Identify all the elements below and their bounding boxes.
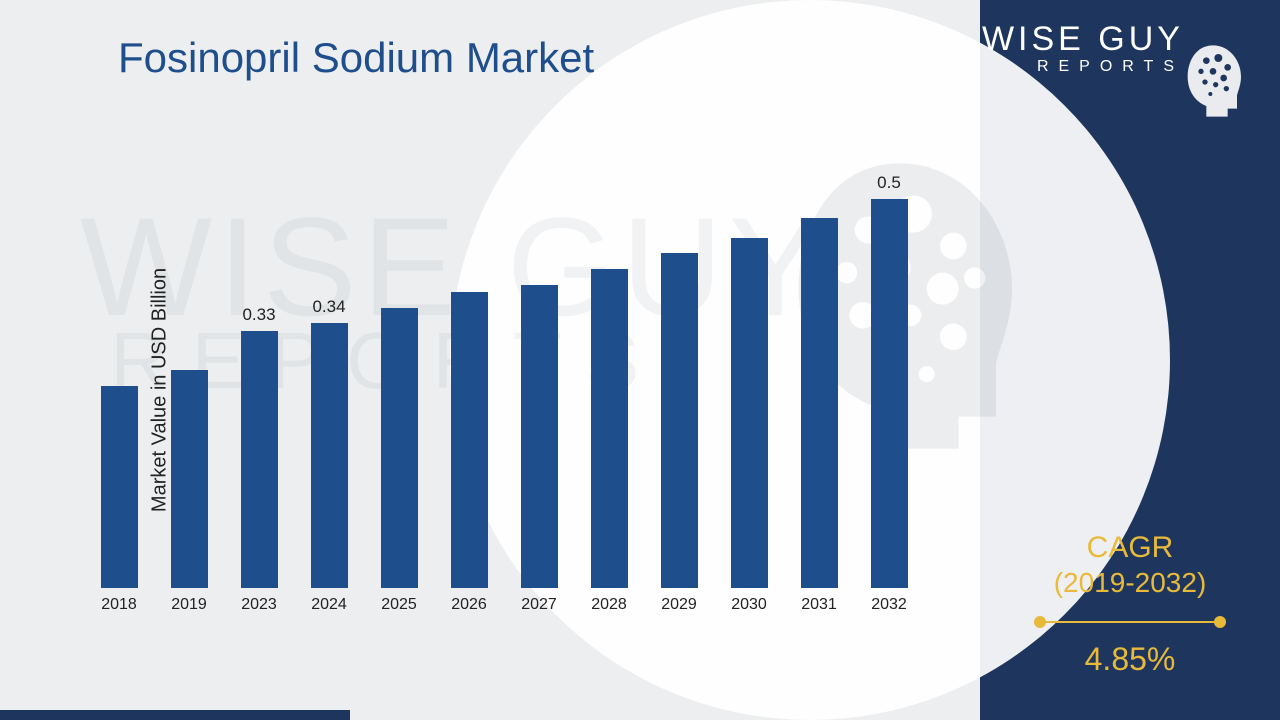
bar <box>801 218 838 588</box>
bar-slot <box>164 160 214 588</box>
x-axis: 2018 2019 2023 2024 2025 2026 2027 2028 2029 2030… <box>90 588 918 620</box>
brand-line2: REPORTS <box>982 58 1184 76</box>
bar-slot <box>374 160 424 588</box>
x-tick: 2018 <box>94 588 144 614</box>
bars-container: 0.33 0.34 0.5 <box>90 160 918 588</box>
ticks-container: 2018 2019 2023 2024 2025 2026 2027 2028 2029 2030… <box>90 588 918 614</box>
bar-slot: 0.33 <box>234 160 284 588</box>
x-tick: 2019 <box>164 588 214 614</box>
cagr-panel: CAGR (2019-2032) 4.85% <box>1020 531 1240 678</box>
x-tick: 2025 <box>374 588 424 614</box>
cagr-title: CAGR <box>1020 531 1240 565</box>
bar: 0.34 <box>311 323 348 588</box>
bar-slot <box>724 160 774 588</box>
bar-slot <box>444 160 494 588</box>
bar-value-label: 0.34 <box>312 297 345 317</box>
bar <box>381 308 418 588</box>
bar-slot: 0.34 <box>304 160 354 588</box>
bar <box>521 285 558 588</box>
x-tick: 2023 <box>234 588 284 614</box>
x-tick: 2027 <box>514 588 564 614</box>
cagr-years: (2019-2032) <box>1020 567 1240 599</box>
x-tick: 2029 <box>654 588 704 614</box>
x-tick: 2024 <box>304 588 354 614</box>
bar-slot: 0.5 <box>864 160 914 588</box>
bar-chart: Market Value in USD Billion 0.330.340.5 … <box>48 160 918 620</box>
bar-value-label: 0.5 <box>877 173 901 193</box>
bar <box>171 370 208 588</box>
bar <box>661 253 698 588</box>
x-tick: 2031 <box>794 588 844 614</box>
bar: 0.33 <box>241 331 278 588</box>
bar-slot <box>94 160 144 588</box>
page-root: WISE GUY REPORTS WISE GUY REPORTS Fosino… <box>0 0 1280 720</box>
bar-slot <box>654 160 704 588</box>
x-tick: 2032 <box>864 588 914 614</box>
cagr-divider <box>1040 621 1220 623</box>
brand-logo: WISE GUY REPORTS <box>982 22 1242 76</box>
chart-title: Fosinopril Sodium Market <box>118 34 594 82</box>
bar <box>591 269 628 588</box>
brand-line1: WISE GUY <box>982 22 1184 56</box>
plot-area: 0.33 0.34 0.5 <box>90 160 918 588</box>
x-tick: 2028 <box>584 588 634 614</box>
bar-value-label: 0.33 <box>242 305 275 325</box>
bar <box>451 292 488 588</box>
x-tick: 2030 <box>724 588 774 614</box>
bar: 0.5 <box>871 199 908 588</box>
bar <box>101 386 138 588</box>
x-tick: 2026 <box>444 588 494 614</box>
bar-slot <box>584 160 634 588</box>
bar <box>731 238 768 588</box>
cagr-value: 4.85% <box>1020 641 1240 678</box>
bar-slot <box>794 160 844 588</box>
bar-slot <box>514 160 564 588</box>
bottom-accent-bar <box>0 710 350 720</box>
